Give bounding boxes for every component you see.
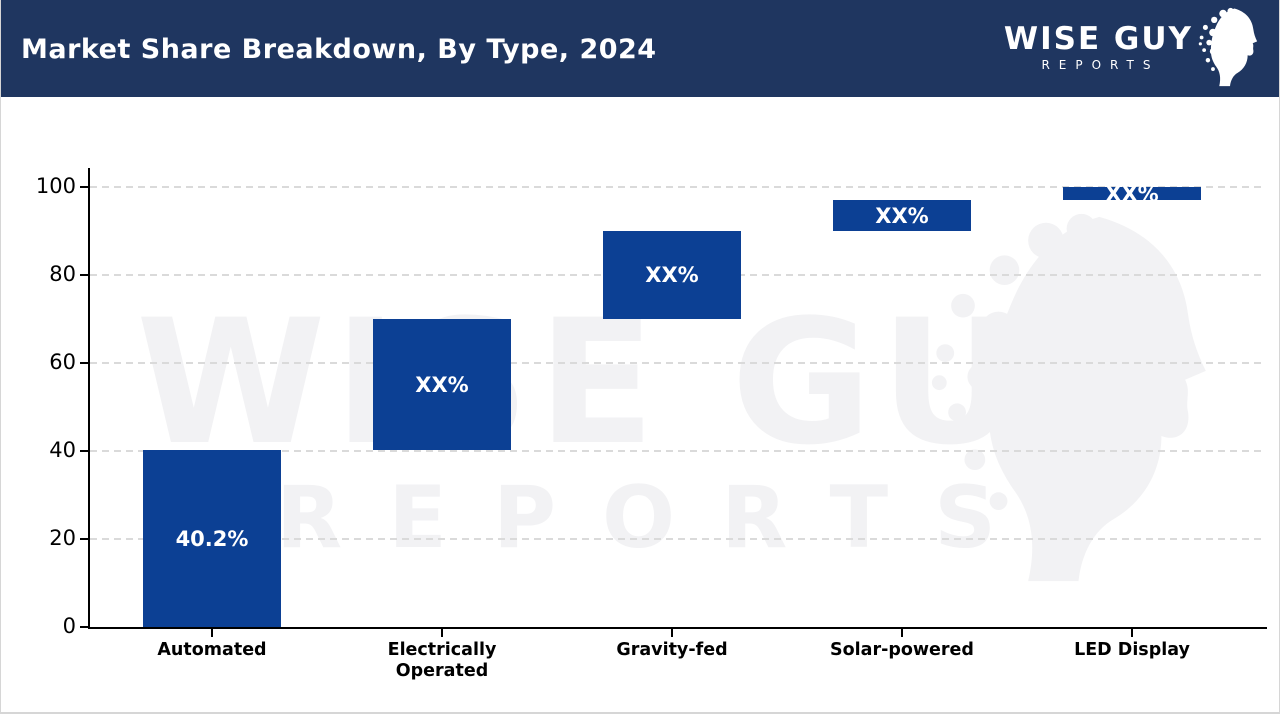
x-category-label: Automated bbox=[157, 640, 267, 660]
y-tick-label: 40 bbox=[49, 438, 76, 462]
brand-logo-text: WISE GUY REPORTS bbox=[1004, 22, 1193, 72]
x-tick-mark bbox=[901, 629, 903, 637]
bar-value-label: XX% bbox=[875, 203, 929, 228]
bar-value-label: XX% bbox=[415, 372, 469, 397]
y-tick-mark bbox=[80, 626, 88, 628]
y-tick-mark bbox=[80, 450, 88, 452]
y-tick-mark bbox=[80, 186, 88, 188]
y-axis-line bbox=[88, 168, 90, 629]
bar-value-label: 40.2% bbox=[175, 526, 249, 551]
x-category-label: LED Display bbox=[1074, 640, 1190, 660]
y-tick-mark bbox=[80, 538, 88, 540]
x-tick-mark bbox=[671, 629, 673, 637]
y-tick-label: 100 bbox=[35, 174, 76, 198]
bar-value-label: XX% bbox=[1105, 181, 1159, 206]
brand-logo: WISE GUY REPORTS bbox=[1004, 6, 1265, 88]
watermark-head-icon bbox=[881, 205, 1276, 590]
x-tick-mark bbox=[441, 629, 443, 637]
gridline bbox=[90, 450, 1266, 452]
y-tick-mark bbox=[80, 274, 88, 276]
header-band: Market Share Breakdown, By Type, 2024 WI… bbox=[1, 0, 1279, 97]
bar-segment: XX% bbox=[603, 231, 741, 319]
x-tick-mark bbox=[211, 629, 213, 637]
gridline bbox=[90, 186, 1266, 188]
bar-segment: XX% bbox=[833, 200, 971, 231]
y-tick-label: 20 bbox=[49, 526, 76, 550]
watermark-subtitle-text: REPORTS bbox=[276, 468, 1043, 568]
bar-segment: XX% bbox=[1063, 182, 1201, 206]
chart-title: Market Share Breakdown, By Type, 2024 bbox=[21, 34, 657, 65]
x-tick-mark bbox=[1131, 629, 1133, 637]
brand-name: WISE GUY bbox=[1003, 21, 1193, 57]
x-category-label: Gravity-fed bbox=[616, 640, 728, 660]
brand-subtitle: REPORTS bbox=[1041, 58, 1160, 72]
x-category-label: Solar-powered bbox=[830, 640, 974, 660]
gridline bbox=[90, 362, 1266, 364]
bar-value-label: XX% bbox=[645, 263, 699, 287]
x-axis-line bbox=[88, 627, 1267, 629]
y-tick-label: 0 bbox=[62, 614, 76, 638]
x-category-label: Electrically Operated bbox=[387, 640, 497, 681]
y-tick-label: 60 bbox=[49, 350, 76, 374]
gridline bbox=[90, 538, 1266, 540]
bar-segment: XX% bbox=[373, 319, 511, 451]
y-tick-mark bbox=[80, 362, 88, 364]
y-tick-label: 80 bbox=[49, 262, 76, 286]
bar-segment: 40.2% bbox=[143, 450, 281, 627]
